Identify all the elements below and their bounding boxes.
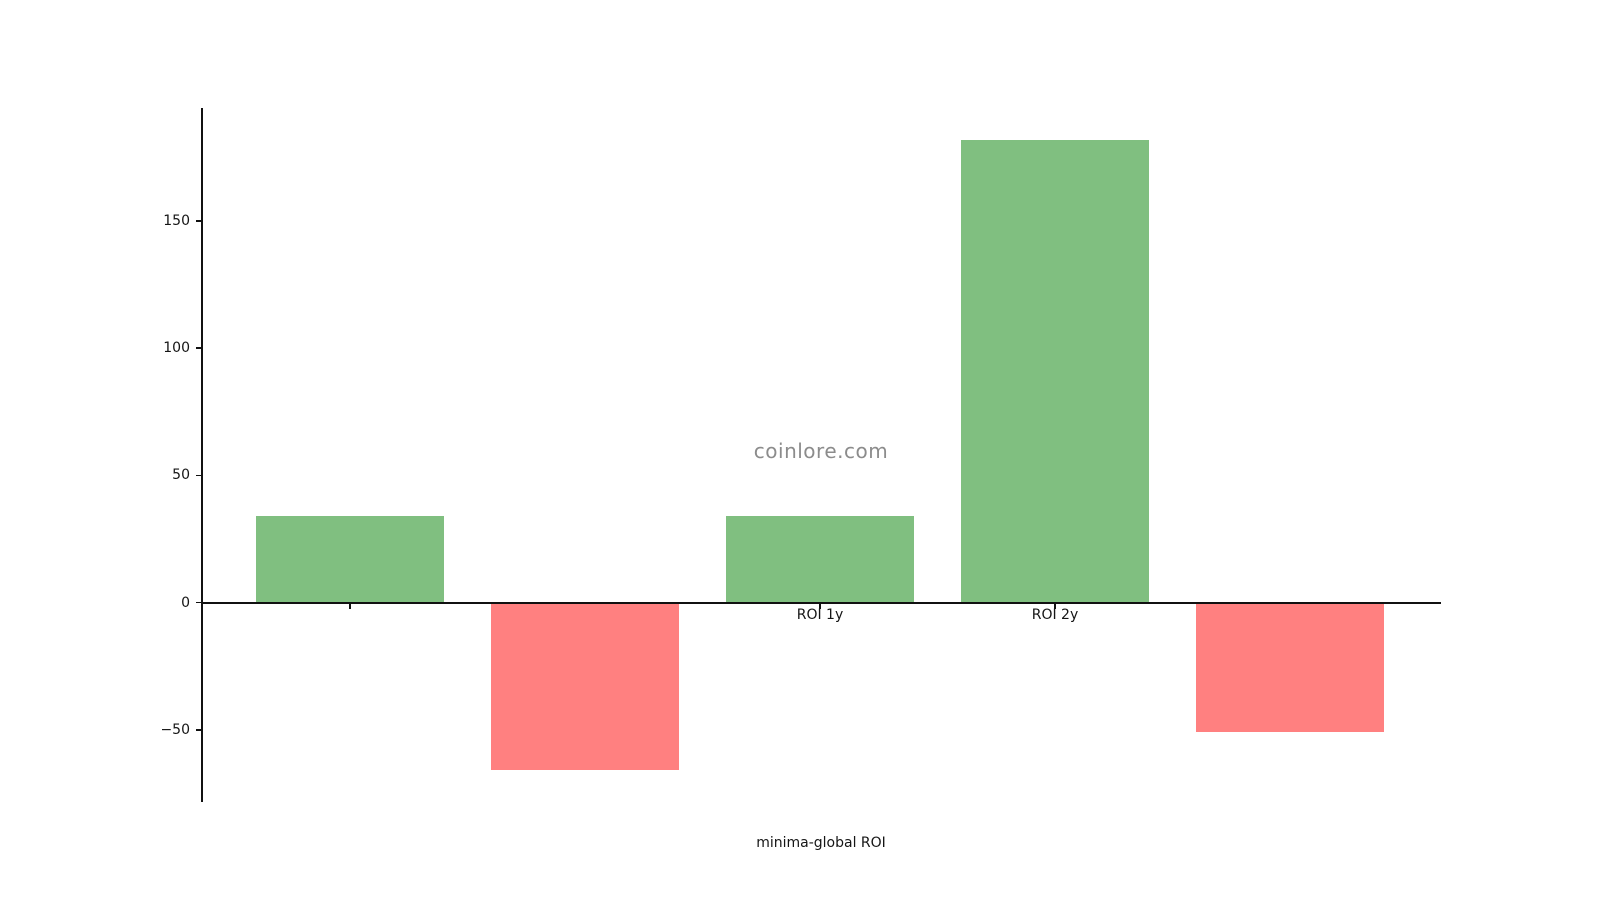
- x-tick-label: ROI 2y: [1031, 606, 1079, 623]
- x-tick-mark: [1054, 603, 1056, 609]
- y-axis-line: [201, 108, 203, 802]
- bar-2: [726, 516, 914, 603]
- y-tick-mark: [196, 729, 201, 731]
- y-tick-mark: [196, 601, 201, 604]
- x-tick-mark: [819, 603, 821, 609]
- watermark: coinlore.com: [753, 439, 889, 463]
- y-tick-label: −50: [160, 721, 190, 738]
- y-tick-mark: [196, 347, 201, 349]
- y-tick-label: 0: [181, 594, 190, 611]
- bar-3: [961, 139, 1149, 603]
- bar-4: [1196, 602, 1384, 733]
- y-tick-label: 100: [163, 340, 190, 357]
- x-tick-label: ROI 1y: [796, 606, 844, 623]
- y-tick-label: 50: [172, 467, 190, 484]
- y-tick-mark: [196, 220, 201, 222]
- bar-1: [491, 602, 679, 771]
- x-axis-line: [201, 601, 1441, 604]
- y-tick-mark: [196, 474, 201, 477]
- bar-0: [256, 516, 444, 603]
- y-tick-label: 150: [163, 212, 190, 229]
- x-tick-mark: [349, 603, 351, 609]
- x-axis-label: minima-global ROI: [756, 835, 886, 851]
